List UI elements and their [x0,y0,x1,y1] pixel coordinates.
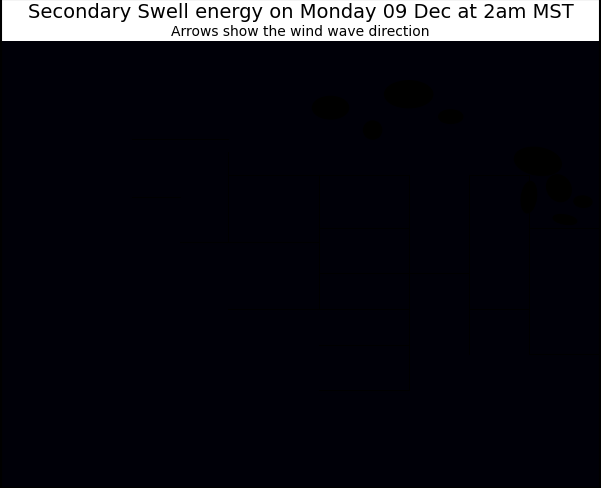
Ellipse shape [439,111,463,124]
Ellipse shape [547,176,571,202]
Ellipse shape [514,148,561,176]
Ellipse shape [313,97,349,120]
Ellipse shape [521,182,537,213]
Text: Arrows show the wind wave direction: Arrows show the wind wave direction [171,25,430,40]
Ellipse shape [554,215,576,225]
Ellipse shape [364,122,382,140]
Ellipse shape [574,197,592,208]
Ellipse shape [385,81,433,108]
Text: Secondary Swell energy on Monday 09 Dec at 2am MST: Secondary Swell energy on Monday 09 Dec … [28,3,573,22]
